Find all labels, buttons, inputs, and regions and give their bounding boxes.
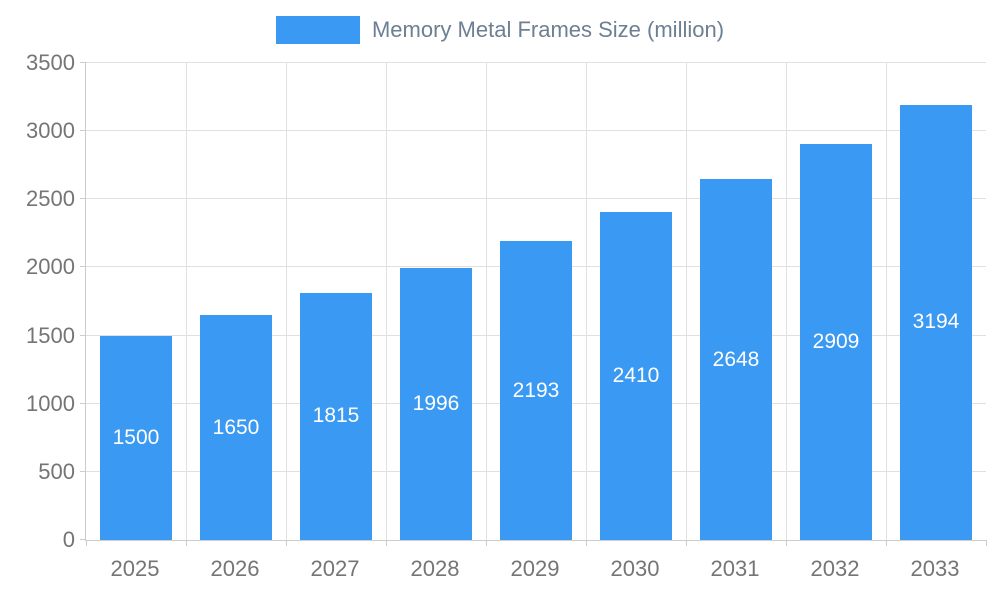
x-tick-label: 2031 [710,556,760,581]
x-tick-mark [385,540,387,546]
gridline-vertical [286,63,287,540]
bar-2029: 2193 [500,241,572,540]
y-tick-mark [80,334,86,336]
bar-2032: 2909 [800,143,872,540]
y-tick-label: 2000 [26,254,75,280]
bar-2026: 1650 [200,315,272,540]
bar-2030: 2410 [600,211,672,540]
y-tick-mark [80,470,86,472]
legend-swatch [275,16,360,44]
bar-value-label: 1815 [312,404,360,428]
x-tick-mark [786,540,787,546]
gridline-vertical [186,63,187,540]
gridline-horizontal [86,130,986,132]
y-tick-label: 1500 [26,322,75,348]
bar-2027: 1815 [300,292,372,540]
chart-title: Memory Metal Frames Size (million) [371,17,725,42]
y-tick-label: 3000 [26,118,75,144]
x-tick-mark [586,540,587,546]
gridline-horizontal [86,62,986,63]
x-tick-mark [86,540,87,546]
x-tick-label: 2033 [910,556,960,581]
x-tick-label: 2029 [510,556,560,581]
gridline-vertical [385,63,387,540]
gridline-vertical [486,63,487,540]
x-tick-label: 2032 [810,556,860,581]
bar-value-label: 1500 [112,425,160,449]
plot-area: 1500 1650 1815 1996 2193 2410 2648 2909 3194 [80,62,987,546]
x-axis: 2025 2026 2027 2028 2029 2030 2031 2032 2033 [85,548,985,588]
bar-2028: 1996 [400,267,472,540]
y-tick-mark [80,402,86,404]
y-axis: 0 500 1000 1500 2000 2500 3000 3500 [0,50,75,552]
bar-value-label: 2648 [712,347,760,371]
x-tick-mark [886,540,887,546]
bar-value-label: 2909 [812,329,860,353]
x-tick-label: 2027 [310,556,360,581]
gridline-vertical [786,63,787,540]
gridline-vertical [685,63,687,540]
bar-2025: 1500 [99,335,172,540]
y-tick-mark [80,62,86,63]
y-tick-label: 1000 [26,390,75,416]
x-tick-label: 2028 [410,556,460,581]
x-tick-label: 2025 [110,556,160,581]
bar-value-label: 3194 [912,310,960,334]
legend: Memory Metal Frames Size (million) [0,16,1000,44]
x-tick-mark [186,540,187,546]
y-tick-mark [80,198,86,200]
y-tick-label: 0 [62,527,75,552]
x-tick-label: 2026 [210,556,260,581]
gridline-vertical [886,63,887,540]
x-tick-mark [286,540,287,546]
bar-2033: 3194 [900,104,972,540]
gridline-horizontal [86,198,986,200]
x-tick-mark [486,540,487,546]
x-tick-mark [685,540,687,546]
bar-value-label: 1650 [212,415,260,439]
y-tick-label: 2500 [26,186,75,212]
gridline-vertical [586,63,587,540]
bar-2031: 2648 [700,179,772,540]
bar-value-label: 2410 [612,363,660,387]
bar-value-label: 2193 [512,378,560,402]
y-tick-mark [80,539,86,540]
x-tick-label: 2030 [610,556,660,581]
x-tick-mark [986,540,987,546]
y-tick-label: 500 [38,458,75,484]
y-tick-label: 3500 [26,50,75,75]
y-tick-mark [80,266,86,268]
bar-value-label: 1996 [412,391,460,415]
y-tick-mark [80,130,86,132]
